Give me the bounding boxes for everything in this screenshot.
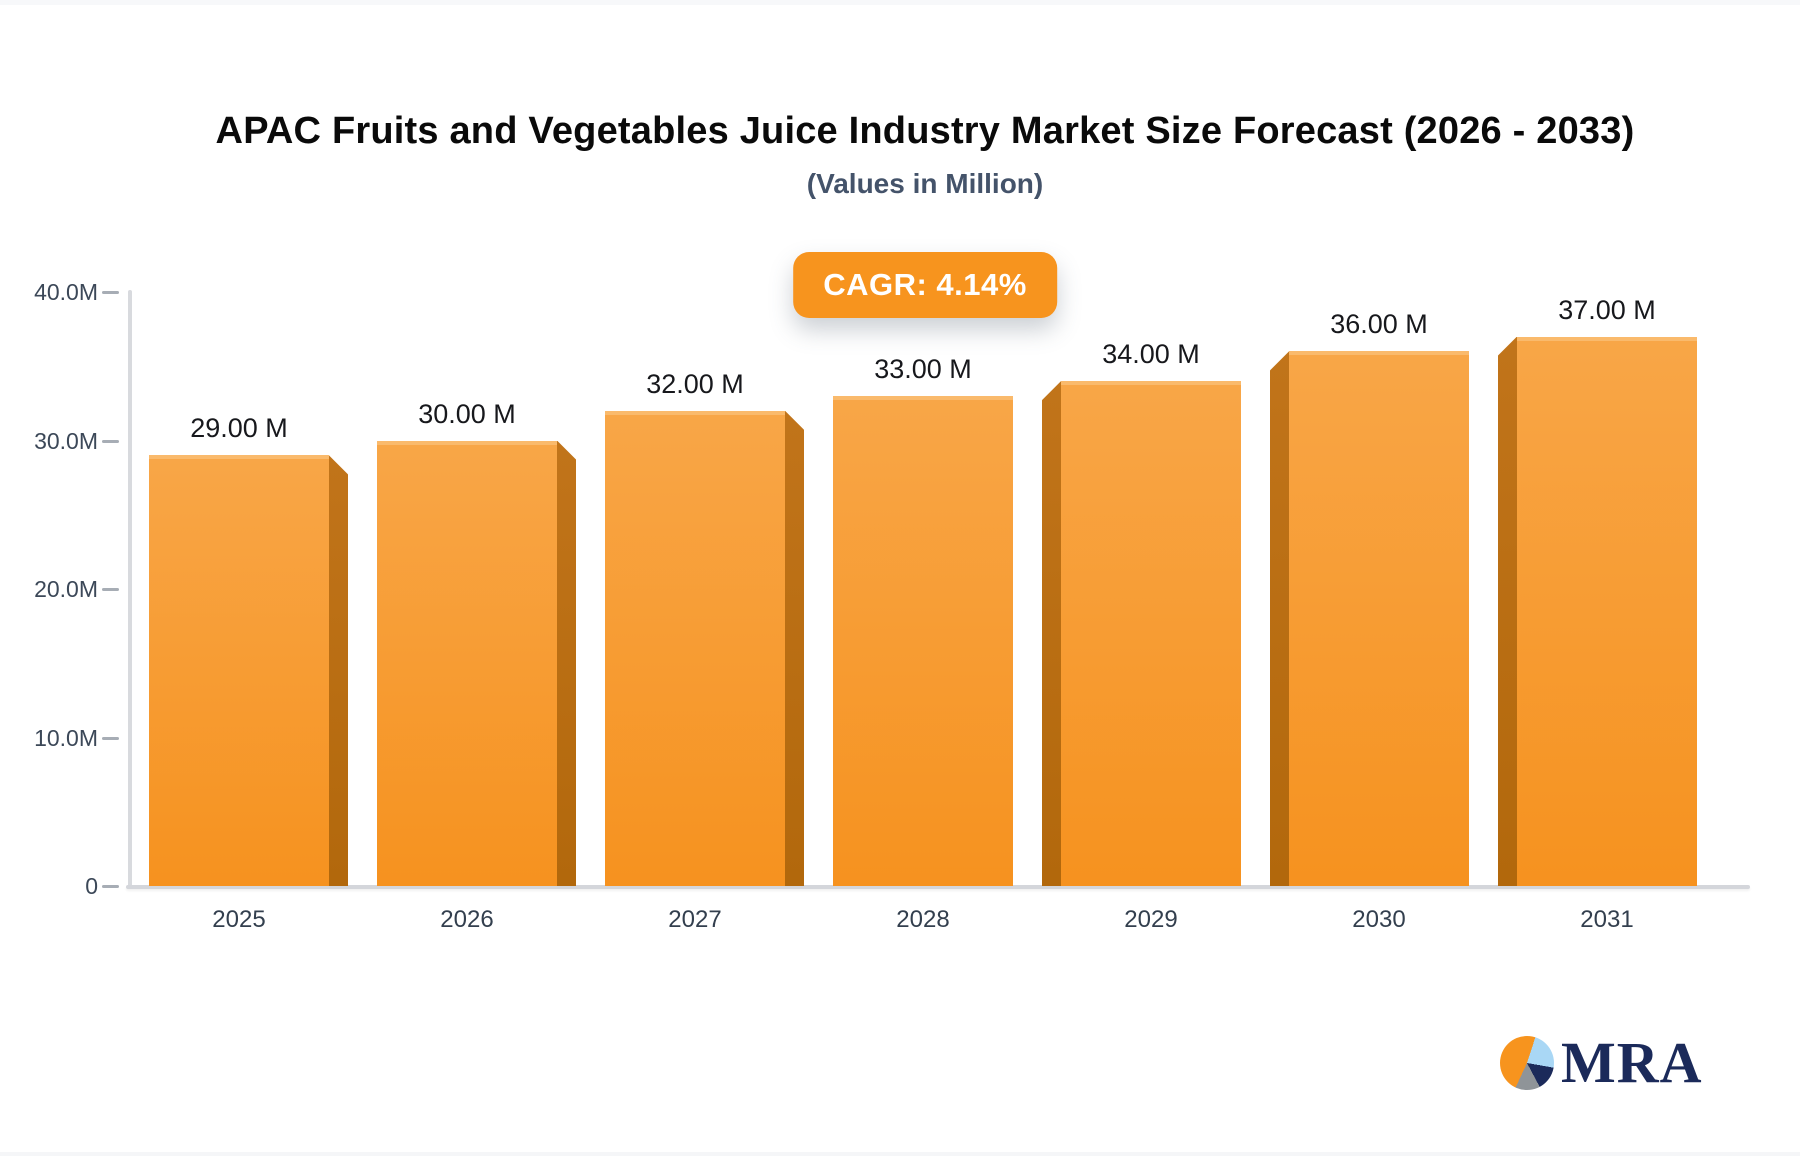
x-axis-line <box>126 885 1750 889</box>
bar-2027 <box>605 410 785 886</box>
x-tick-label: 2030 <box>1352 906 1406 933</box>
y-tick-mark <box>102 885 119 888</box>
x-tick-label: 2025 <box>212 906 266 933</box>
y-tick-mark <box>102 439 119 443</box>
y-tick-mark <box>102 588 119 591</box>
bar-value-label: 29.00 M <box>190 413 288 444</box>
y-tick-label: 10.0M <box>34 724 98 751</box>
y-tick-mark <box>102 291 119 294</box>
bar-3d-side-2027 <box>785 410 804 886</box>
bar-3d-side-2031 <box>1498 336 1517 886</box>
brand-logo: MRA <box>1500 1030 1703 1095</box>
bar-3d-side-2030 <box>1270 351 1289 886</box>
y-tick-mark <box>102 736 119 740</box>
logo-text: MRA <box>1561 1030 1703 1095</box>
pie-chart-logo-icon <box>1500 1036 1554 1090</box>
y-tick-label: 30.0M <box>34 427 98 454</box>
y-axis-line <box>128 290 132 889</box>
x-tick-label: 2029 <box>1124 906 1178 933</box>
bar-value-label: 36.00 M <box>1330 309 1428 340</box>
x-tick-label: 2026 <box>440 906 494 933</box>
y-tick-label: 0 <box>85 873 98 899</box>
y-tick-label: 20.0M <box>34 576 98 602</box>
bar-2028 <box>833 395 1013 886</box>
bar-2029 <box>1061 381 1241 886</box>
bar-3d-side-2026 <box>557 440 576 886</box>
cagr-badge: CAGR: 4.14% <box>793 252 1057 318</box>
bar-value-label: 30.00 M <box>418 398 516 429</box>
bar-value-label: 34.00 M <box>1102 339 1200 370</box>
x-tick-label: 2031 <box>1580 906 1634 933</box>
y-tick-label: 40.0M <box>34 279 98 305</box>
bar-value-label: 33.00 M <box>874 353 972 384</box>
page-subtitle: (Values in Million) <box>806 168 1044 199</box>
page-title: APAC Fruits and Vegetables Juice Industr… <box>215 110 1635 152</box>
bar-3d-side-2029 <box>1042 381 1061 886</box>
bar-value-label: 37.00 M <box>1558 294 1656 325</box>
x-tick-label: 2028 <box>896 906 950 933</box>
bar-2025 <box>149 455 329 886</box>
bar-3d-side-2025 <box>329 455 348 886</box>
bar-value-label: 32.00 M <box>646 368 744 399</box>
x-tick-label: 2027 <box>668 906 722 933</box>
bar-2030 <box>1289 351 1469 886</box>
bar-2031 <box>1517 336 1697 886</box>
bar-2026 <box>377 440 557 886</box>
